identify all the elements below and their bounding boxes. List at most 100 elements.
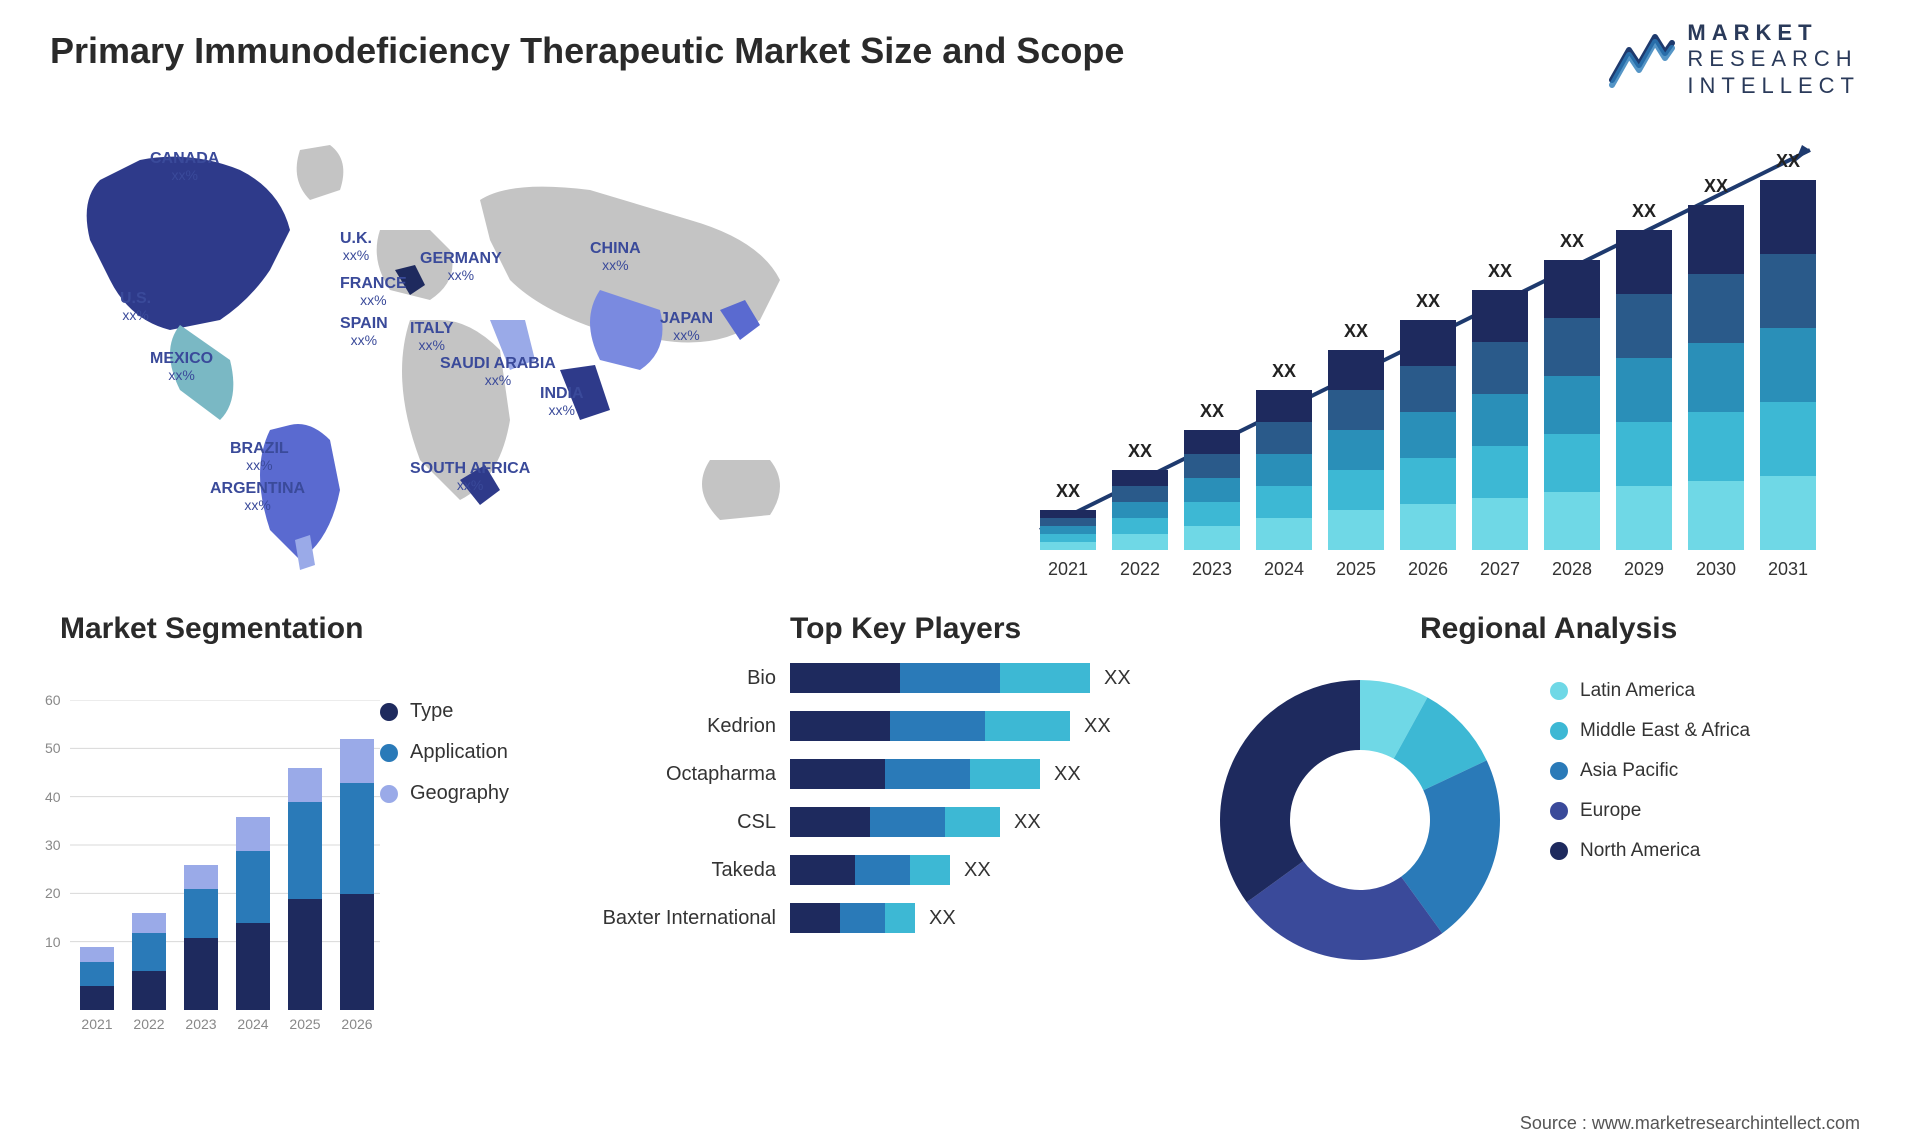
seg-year-label: 2024: [236, 1016, 270, 1032]
donut-svg: [1200, 660, 1520, 980]
seg-ytick: 20: [45, 885, 61, 901]
legend-item: Geography: [380, 782, 509, 805]
player-row: Baxter International XX: [600, 900, 1160, 936]
player-bar: [790, 711, 1070, 741]
map-label: ITALYxx%: [410, 320, 454, 353]
bar-column: [1544, 260, 1600, 550]
bar-column: [1112, 470, 1168, 550]
bar-column: [1400, 320, 1456, 550]
map-label: FRANCExx%: [340, 275, 407, 308]
map-label: GERMANYxx%: [420, 250, 502, 283]
bar-value-label: XX: [1472, 261, 1528, 282]
players-header: Top Key Players: [790, 612, 1021, 646]
bar-column: [1256, 390, 1312, 550]
seg-year-label: 2023: [184, 1016, 218, 1032]
source-attribution: Source : www.marketresearchintellect.com: [1520, 1113, 1860, 1134]
player-name: Bio: [600, 667, 790, 690]
player-row: Bio XX: [600, 660, 1160, 696]
player-value: XX: [1084, 715, 1111, 738]
bar-value-label: XX: [1760, 151, 1816, 172]
map-label: BRAZILxx%: [230, 440, 289, 473]
map-label: ARGENTINAxx%: [210, 480, 305, 513]
legend-item: Middle East & Africa: [1550, 720, 1750, 742]
bar-value-label: XX: [1256, 361, 1312, 382]
bar-year-label: 2029: [1616, 559, 1672, 580]
legend-item: North America: [1550, 840, 1750, 862]
bar-year-label: 2024: [1256, 559, 1312, 580]
legend-item: Latin America: [1550, 680, 1750, 702]
map-label: JAPANxx%: [660, 310, 713, 343]
player-value: XX: [1104, 667, 1131, 690]
bar-year-label: 2022: [1112, 559, 1168, 580]
page-title: Primary Immunodeficiency Therapeutic Mar…: [50, 30, 1124, 72]
bar-year-label: 2023: [1184, 559, 1240, 580]
donut-slice: [1220, 680, 1360, 902]
bar-year-label: 2031: [1760, 559, 1816, 580]
player-value: XX: [929, 907, 956, 930]
player-name: Takeda: [600, 859, 790, 882]
bar-year-label: 2025: [1328, 559, 1384, 580]
map-label: U.K.xx%: [340, 230, 372, 263]
seg-year-label: 2022: [132, 1016, 166, 1032]
seg-bar-column: [184, 865, 218, 1010]
map-label: SPAINxx%: [340, 315, 388, 348]
logo-mark-icon: [1607, 25, 1677, 95]
bar-value-label: XX: [1040, 481, 1096, 502]
seg-bar-column: [236, 817, 270, 1010]
seg-bar-column: [80, 947, 114, 1010]
world-map: CANADAxx%U.S.xx%MEXICOxx%BRAZILxx%ARGENT…: [40, 120, 920, 580]
legend-item: Application: [380, 741, 509, 764]
player-name: Kedrion: [600, 715, 790, 738]
bar-column: [1688, 205, 1744, 550]
player-value: XX: [1014, 811, 1041, 834]
seg-year-label: 2021: [80, 1016, 114, 1032]
player-bar: [790, 807, 1000, 837]
regional-donut: [1200, 660, 1520, 980]
bar-value-label: XX: [1544, 231, 1600, 252]
bar-value-label: XX: [1184, 401, 1240, 422]
player-bar: [790, 759, 1040, 789]
bar-year-label: 2030: [1688, 559, 1744, 580]
player-row: Kedrion XX: [600, 708, 1160, 744]
seg-ytick: 30: [45, 837, 61, 853]
bar-value-label: XX: [1328, 321, 1384, 342]
player-row: Takeda XX: [600, 852, 1160, 888]
main-bar-chart: XX2021XX2022XX2023XX2024XX2025XX2026XX20…: [1020, 120, 1840, 590]
bar-year-label: 2027: [1472, 559, 1528, 580]
bar-year-label: 2021: [1040, 559, 1096, 580]
seg-year-label: 2026: [340, 1016, 374, 1032]
seg-ytick: 10: [45, 934, 61, 950]
player-bar: [790, 663, 1090, 693]
seg-bar-column: [132, 913, 166, 1010]
segmentation-legend: Type Application Geography: [380, 700, 509, 823]
seg-year-label: 2025: [288, 1016, 322, 1032]
bar-column: [1616, 230, 1672, 550]
map-label: INDIAxx%: [540, 385, 584, 418]
bar-value-label: XX: [1616, 201, 1672, 222]
seg-bar-column: [288, 768, 322, 1010]
seg-ytick: 50: [45, 740, 61, 756]
bar-value-label: XX: [1400, 291, 1456, 312]
player-bar: [790, 903, 915, 933]
bar-column: [1328, 350, 1384, 550]
bar-column: [1472, 290, 1528, 550]
map-label: CHINAxx%: [590, 240, 641, 273]
bar-year-label: 2028: [1544, 559, 1600, 580]
logo-text: MARKET RESEARCH INTELLECT: [1687, 20, 1860, 99]
regional-legend: Latin America Middle East & Africa Asia Pa…: [1550, 680, 1750, 880]
player-value: XX: [964, 859, 991, 882]
player-bar: [790, 855, 950, 885]
player-value: XX: [1054, 763, 1081, 786]
player-row: CSL XX: [600, 804, 1160, 840]
seg-ytick: 40: [45, 789, 61, 805]
brand-logo: MARKET RESEARCH INTELLECT: [1607, 20, 1860, 99]
player-name: Baxter International: [600, 907, 790, 930]
seg-ytick: 60: [45, 692, 61, 708]
legend-item: Asia Pacific: [1550, 760, 1750, 782]
segmentation-header: Market Segmentation: [60, 612, 363, 646]
player-name: CSL: [600, 811, 790, 834]
bar-column: [1760, 180, 1816, 550]
map-label: SAUDI ARABIAxx%: [440, 355, 556, 388]
legend-item: Type: [380, 700, 509, 723]
bar-column: [1040, 510, 1096, 550]
